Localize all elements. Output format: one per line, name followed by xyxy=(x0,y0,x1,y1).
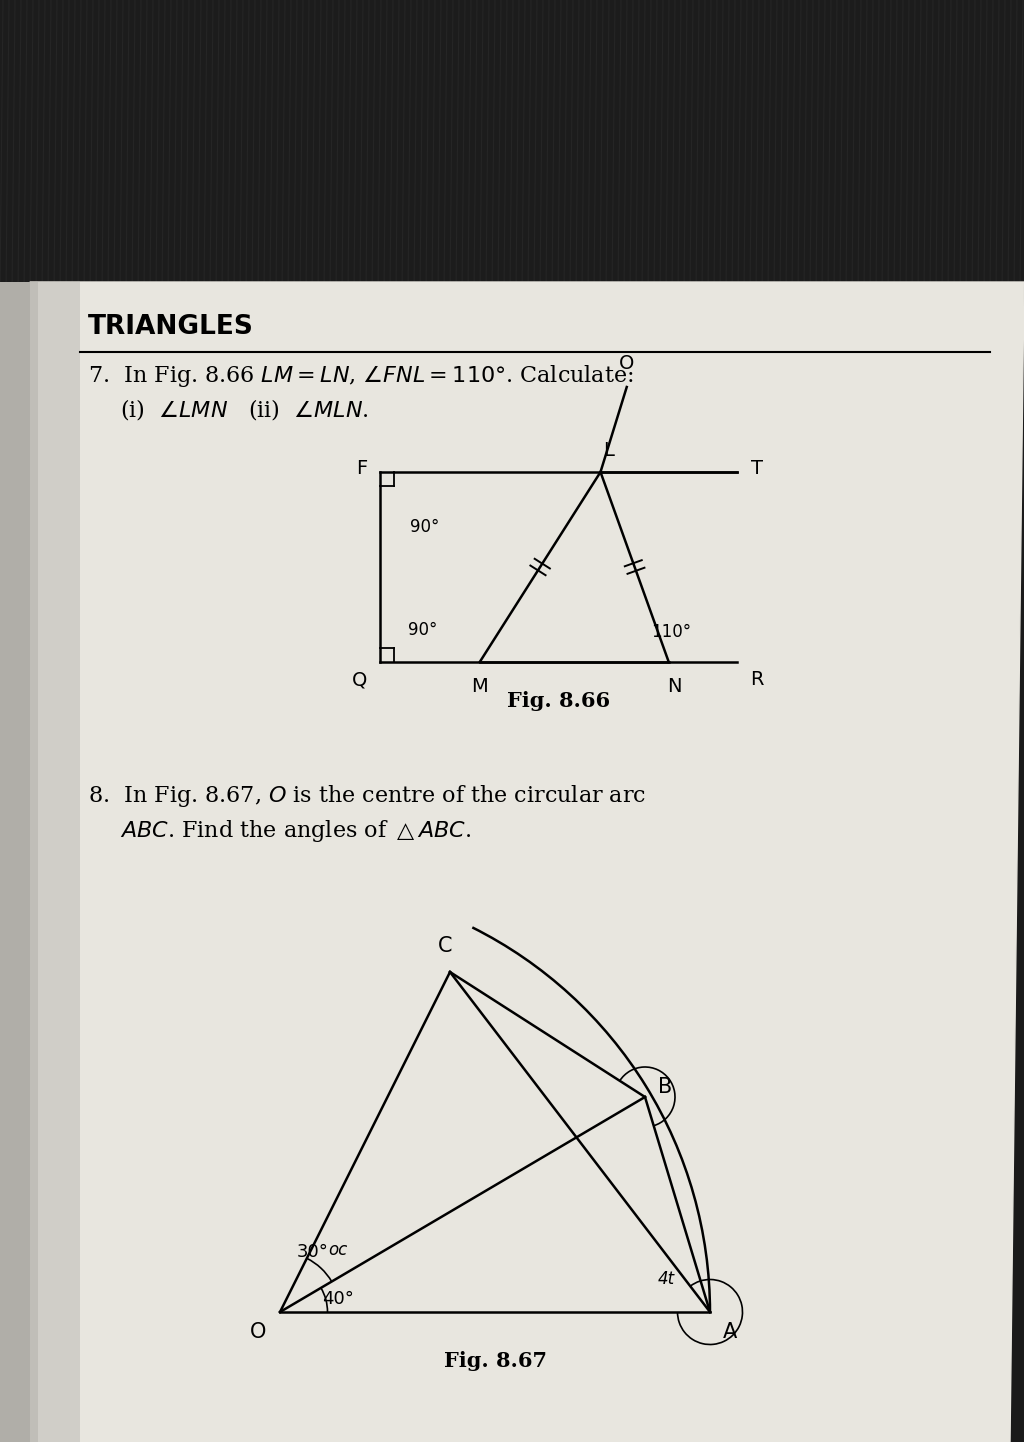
Polygon shape xyxy=(30,283,1024,1442)
Text: Fig. 8.67: Fig. 8.67 xyxy=(443,1351,547,1371)
Bar xyxy=(30,283,38,1442)
Text: 110°: 110° xyxy=(650,623,691,642)
Text: L: L xyxy=(603,441,614,460)
Text: A: A xyxy=(723,1322,737,1343)
Text: TRIANGLES: TRIANGLES xyxy=(88,314,254,340)
Text: C: C xyxy=(437,936,453,956)
Bar xyxy=(30,283,80,1442)
Text: N: N xyxy=(668,676,682,696)
Text: 7.  In Fig. 8.66 $LM = LN$, $\angle FNL = 110°$. Calculate:: 7. In Fig. 8.66 $LM = LN$, $\angle FNL =… xyxy=(88,363,634,389)
Bar xyxy=(0,0,1024,291)
Text: (i)  $\angle LMN$   (ii)  $\angle MLN$.: (i) $\angle LMN$ (ii) $\angle MLN$. xyxy=(120,398,369,423)
Text: 8.  In Fig. 8.67, $O$ is the centre of the circular arc: 8. In Fig. 8.67, $O$ is the centre of th… xyxy=(88,783,646,809)
Text: 90°: 90° xyxy=(410,518,439,536)
Bar xyxy=(0,283,30,1442)
Text: O: O xyxy=(620,353,635,373)
Text: B: B xyxy=(657,1077,672,1097)
Text: O: O xyxy=(250,1322,266,1343)
Text: F: F xyxy=(356,459,368,477)
Text: oc: oc xyxy=(329,1242,347,1259)
Text: Q: Q xyxy=(352,671,368,689)
Text: T: T xyxy=(751,459,763,477)
Text: 4t: 4t xyxy=(657,1270,675,1288)
Text: R: R xyxy=(751,671,764,689)
Text: $ABC$. Find the angles of $\triangle ABC$.: $ABC$. Find the angles of $\triangle ABC… xyxy=(120,818,471,844)
Text: Fig. 8.66: Fig. 8.66 xyxy=(507,691,610,711)
Text: M: M xyxy=(471,676,488,696)
Text: 90°: 90° xyxy=(408,622,437,639)
Text: 30°: 30° xyxy=(297,1243,329,1260)
Text: 40°: 40° xyxy=(323,1289,354,1308)
